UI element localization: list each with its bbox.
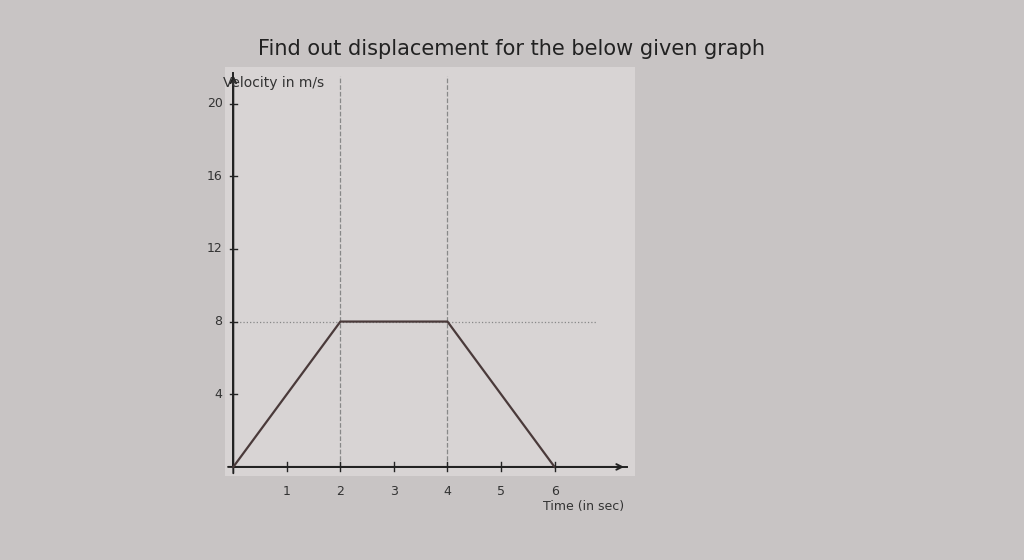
Text: Velocity in m/s: Velocity in m/s [222, 76, 324, 90]
Text: 3: 3 [390, 485, 398, 498]
Text: 20: 20 [207, 97, 222, 110]
Text: Time (in sec): Time (in sec) [543, 500, 625, 512]
Text: 8: 8 [215, 315, 222, 328]
Text: 1: 1 [283, 485, 291, 498]
Text: 4: 4 [215, 388, 222, 401]
Text: 2: 2 [337, 485, 344, 498]
Text: 4: 4 [443, 485, 452, 498]
Text: 6: 6 [551, 485, 558, 498]
Text: 16: 16 [207, 170, 222, 183]
Text: 5: 5 [497, 485, 505, 498]
Text: Find out displacement for the below given graph: Find out displacement for the below give… [258, 39, 766, 59]
Text: 12: 12 [207, 242, 222, 255]
